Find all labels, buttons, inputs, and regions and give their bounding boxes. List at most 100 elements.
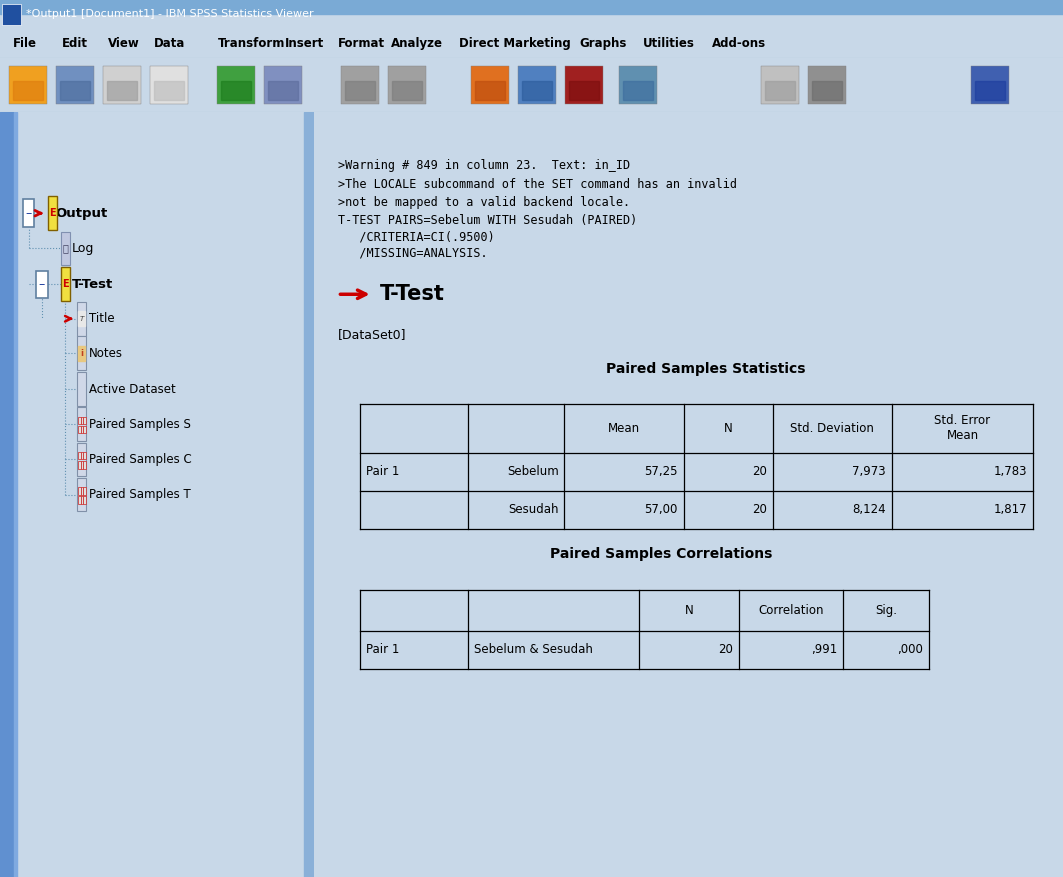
Bar <box>975 81 1005 100</box>
Text: Output: Output <box>55 207 107 220</box>
Bar <box>268 81 298 100</box>
Bar <box>304 112 314 877</box>
Bar <box>81 426 83 433</box>
Text: Analyze: Analyze <box>391 37 443 50</box>
Text: Transform: Transform <box>218 37 285 50</box>
Text: Pair 1: Pair 1 <box>366 644 399 656</box>
Text: Mean: Mean <box>608 422 640 435</box>
Bar <box>388 66 426 104</box>
Bar <box>761 66 799 104</box>
Text: E: E <box>49 208 55 218</box>
Bar <box>475 81 505 100</box>
Bar <box>79 417 81 424</box>
Text: >not be mapped to a valid backend locale.: >not be mapped to a valid backend locale… <box>338 196 629 209</box>
Bar <box>77 478 86 511</box>
Text: Paired Samples Correlations: Paired Samples Correlations <box>550 546 773 560</box>
Bar <box>392 81 422 100</box>
Bar <box>345 81 375 100</box>
Bar <box>79 496 81 503</box>
Bar <box>77 408 86 441</box>
Bar <box>0 0 1063 14</box>
Bar <box>60 81 90 100</box>
Text: i: i <box>80 349 83 358</box>
Text: >Warning # 849 in column 23.  Text: in_ID: >Warning # 849 in column 23. Text: in_ID <box>338 160 629 172</box>
Text: Pair 1: Pair 1 <box>366 465 399 478</box>
Text: 📝: 📝 <box>63 244 68 253</box>
Text: 20: 20 <box>752 503 766 517</box>
Text: View: View <box>108 37 140 50</box>
Text: Std. Deviation: Std. Deviation <box>791 422 874 435</box>
Bar <box>77 443 86 476</box>
Bar <box>522 81 552 100</box>
Bar <box>518 66 556 104</box>
Bar <box>13 81 43 100</box>
Text: N: N <box>685 604 693 617</box>
Bar <box>103 66 141 104</box>
Bar <box>48 196 57 230</box>
Text: ,991: ,991 <box>811 644 838 656</box>
Bar <box>79 426 81 433</box>
Text: Sig.: Sig. <box>875 604 897 617</box>
Text: –: – <box>38 278 45 291</box>
Bar <box>77 302 86 336</box>
Text: T: T <box>80 316 84 322</box>
Text: Graphs: Graphs <box>579 37 627 50</box>
Text: Correlation: Correlation <box>759 604 824 617</box>
Bar <box>566 66 603 104</box>
Bar <box>61 232 70 265</box>
Text: /CRITERIA=CI(.9500): /CRITERIA=CI(.9500) <box>338 231 494 244</box>
Bar <box>22 199 34 227</box>
Bar <box>83 417 86 424</box>
Bar <box>812 81 842 100</box>
Text: Data: Data <box>154 37 186 50</box>
Text: Std. Error
Mean: Std. Error Mean <box>934 415 991 443</box>
Text: >The LOCALE subcommand of the SET command has an invalid: >The LOCALE subcommand of the SET comman… <box>338 178 737 190</box>
Text: Active Dataset: Active Dataset <box>89 382 176 396</box>
Text: Sebelum & Sesudah: Sebelum & Sesudah <box>474 644 592 656</box>
Text: 7,973: 7,973 <box>853 465 885 478</box>
Bar <box>61 267 70 301</box>
Bar <box>77 336 86 370</box>
Bar <box>81 417 83 424</box>
Text: /MISSING=ANALYSIS.: /MISSING=ANALYSIS. <box>338 246 487 260</box>
Bar <box>765 81 795 100</box>
Text: Direct Marketing: Direct Marketing <box>459 37 571 50</box>
Bar <box>81 496 83 503</box>
Bar <box>569 81 598 100</box>
Bar <box>221 81 251 100</box>
Bar <box>83 426 86 433</box>
Text: Add-ons: Add-ons <box>712 37 766 50</box>
Bar <box>150 66 188 104</box>
Bar <box>79 487 81 495</box>
Bar <box>217 66 255 104</box>
Bar <box>78 311 85 326</box>
Text: T-Test: T-Test <box>72 278 114 291</box>
Bar <box>83 487 86 495</box>
Text: *Output1 [Document1] - IBM SPSS Statistics Viewer: *Output1 [Document1] - IBM SPSS Statisti… <box>26 10 314 19</box>
Text: Insert: Insert <box>285 37 324 50</box>
Text: E: E <box>62 279 68 289</box>
Bar <box>36 271 48 298</box>
Bar <box>619 66 657 104</box>
Text: Paired Samples S: Paired Samples S <box>89 417 191 431</box>
Bar <box>78 346 85 360</box>
Text: 1,783: 1,783 <box>994 465 1027 478</box>
Bar <box>77 372 86 406</box>
Bar <box>56 66 94 104</box>
Text: –: – <box>26 207 32 220</box>
Bar <box>471 66 509 104</box>
Bar <box>0 112 14 877</box>
Text: Paired Samples C: Paired Samples C <box>89 453 192 466</box>
Text: Notes: Notes <box>89 346 123 360</box>
Text: Log: Log <box>72 242 95 255</box>
Text: Utilities: Utilities <box>643 37 695 50</box>
Text: 57,00: 57,00 <box>644 503 677 517</box>
Text: File: File <box>13 37 37 50</box>
Text: 20: 20 <box>719 644 733 656</box>
Text: Edit: Edit <box>62 37 87 50</box>
Text: [DataSet0]: [DataSet0] <box>338 327 406 340</box>
Bar <box>81 487 83 495</box>
Bar <box>971 66 1009 104</box>
Text: T-TEST PAIRS=Sebelum WITH Sesudah (PAIRED): T-TEST PAIRS=Sebelum WITH Sesudah (PAIRE… <box>338 214 637 227</box>
Text: Paired Samples T: Paired Samples T <box>89 488 191 501</box>
